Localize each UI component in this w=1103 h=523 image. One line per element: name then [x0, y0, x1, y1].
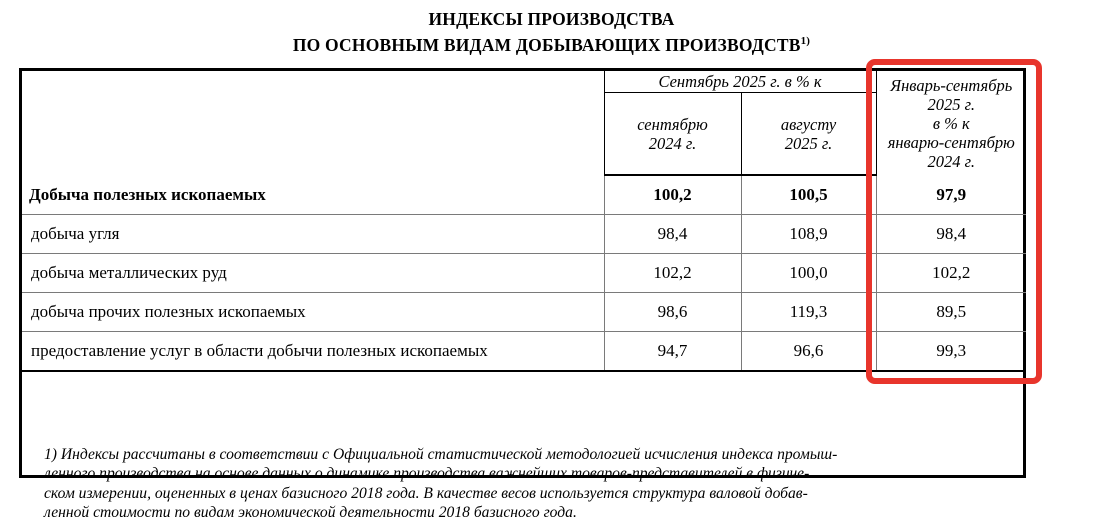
cell-sep-2024: 98,4: [603, 214, 741, 254]
header-ytd-line-1: Январь-сентябрь: [890, 75, 1013, 95]
page-title: ИНДЕКСЫ ПРОИЗВОДСТВА ПО ОСНОВНЫМ ВИДАМ Д…: [0, 8, 1103, 56]
header-column-sep-2024: сентябрю 2024 г.: [603, 92, 741, 176]
row-label: добыча прочих полезных ископаемых: [22, 292, 604, 332]
footnote-line-3: ском измерении, оцененных в ценах базисн…: [44, 484, 808, 502]
header-sep-line-2: 2024 г.: [648, 133, 697, 153]
header-ytd-line-3: в % к: [932, 113, 970, 133]
cell-ytd-2024: 99,3: [875, 331, 1027, 372]
header-group-september: Сентябрь 2025 г. в % к: [603, 71, 877, 93]
table-row: добыча прочих полезных ископаемых 98,6 1…: [22, 292, 1027, 332]
header-aug-line-2: 2025 г.: [784, 133, 833, 153]
cell-ytd-2024: 97,9: [875, 175, 1027, 215]
table-row: добыча металлических руд 102,2 100,0 102…: [22, 253, 1027, 293]
cell-aug-2025: 100,0: [740, 253, 877, 293]
title-footnote-marker: 1): [800, 35, 811, 47]
table-header-sub-row: сентябрю 2024 г. августу 2025 г.: [22, 92, 1026, 176]
table-row: добыча угля 98,4 108,9 98,4: [22, 214, 1027, 254]
table-row: Добыча полезных ископаемых 100,2 100,5 9…: [22, 175, 1027, 215]
header-aug-line-1: августу: [780, 114, 837, 134]
table-header-group-row: Сентябрь 2025 г. в % к Январь-сентябрь 2…: [22, 71, 1027, 175]
cell-ytd-2024: 89,5: [875, 292, 1027, 332]
statistics-table: Сентябрь 2025 г. в % к Январь-сентябрь 2…: [19, 68, 1027, 521]
header-sep-line-1: сентябрю: [637, 114, 708, 134]
cell-sep-2024: 98,6: [603, 292, 741, 332]
cell-ytd-2024: 102,2: [875, 253, 1027, 293]
footnote-line-2: ленного производства на основе данных о …: [44, 465, 810, 483]
cell-sep-2024: 100,2: [603, 175, 741, 215]
cell-sep-2024: 102,2: [603, 253, 741, 293]
header-column-ytd: Январь-сентябрь 2025 г. в % к январю-сен…: [875, 71, 1027, 175]
row-label: предоставление услуг в области добычи по…: [22, 331, 604, 372]
header-column-aug-2025: августу 2025 г.: [740, 92, 877, 176]
table-footnote: 1) Индексы рассчитаны в соответствии с О…: [44, 445, 1004, 523]
cell-aug-2025: 96,6: [740, 331, 877, 372]
footnote-line-4: ленной стоимости по видам экономической …: [44, 504, 577, 522]
row-label: Добыча полезных ископаемых: [29, 184, 266, 204]
header-ytd-line-5: 2024 г.: [927, 151, 975, 171]
row-label: добыча угля: [22, 214, 604, 254]
header-ytd-line-4: январю-сентябрю: [887, 132, 1015, 152]
footnote-line-1: 1) Индексы рассчитаны в соответствии с О…: [44, 446, 838, 463]
title-line-2-text: ПО ОСНОВНЫМ ВИДАМ ДОБЫВАЮЩИХ ПРОИЗВОДСТВ: [292, 34, 801, 55]
cell-ytd-2024: 98,4: [875, 214, 1027, 254]
title-line-2: ПО ОСНОВНЫМ ВИДАМ ДОБЫВАЮЩИХ ПРОИЗВОДСТВ…: [0, 30, 1103, 56]
header-ytd-line-2: 2025 г.: [927, 94, 975, 114]
cell-aug-2025: 108,9: [740, 214, 877, 254]
cell-sep-2024: 94,7: [603, 331, 741, 372]
table-row: предоставление услуг в области добычи по…: [22, 331, 1027, 372]
header-label-corner: [22, 71, 604, 175]
indices-table: Сентябрь 2025 г. в % к Январь-сентябрь 2…: [22, 71, 1027, 372]
title-line-1: ИНДЕКСЫ ПРОИЗВОДСТВА: [428, 9, 675, 29]
cell-aug-2025: 100,5: [740, 175, 877, 215]
row-label: добыча металлических руд: [22, 253, 604, 293]
cell-aug-2025: 119,3: [740, 292, 877, 332]
